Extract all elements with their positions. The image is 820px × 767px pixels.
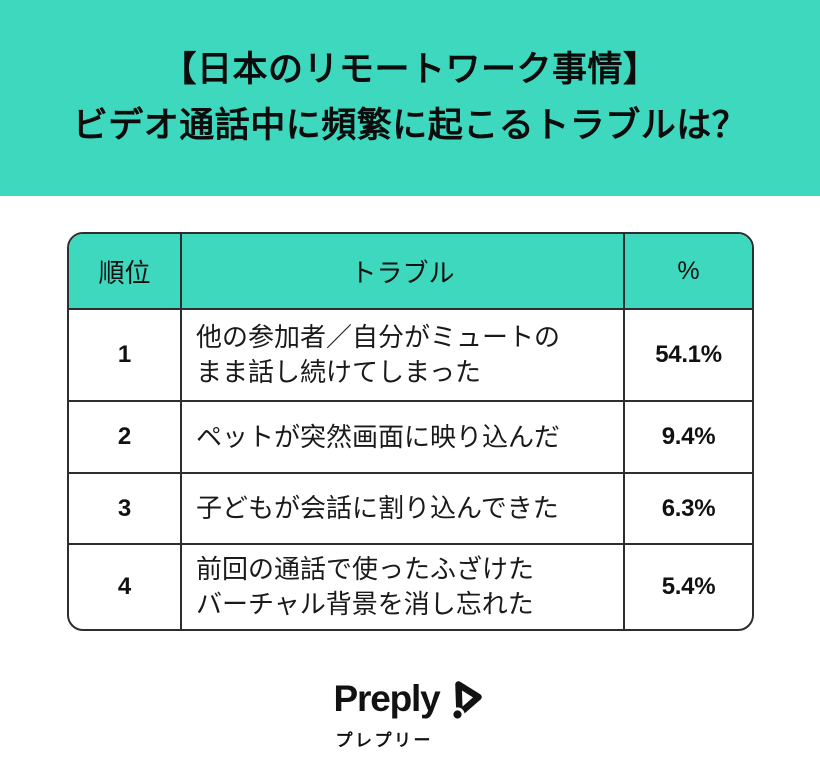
percent-cell: 5.4% — [661, 573, 716, 600]
header-rank: 順位 — [69, 234, 182, 310]
rank-cell: 2 — [69, 402, 182, 474]
header-percent: % — [625, 234, 752, 310]
title-line-2: ビデオ通話中に頻繁に起こるトラブルは？ — [72, 106, 748, 145]
trouble-cell: 子どもが会話に割り込んできた — [182, 474, 625, 545]
trouble-cell: 他の参加者／自分がミュートの まま話し続けてしまった — [182, 310, 625, 402]
rank-cell: 4 — [69, 545, 182, 629]
percent-cell: 9.4% — [625, 402, 752, 474]
title-line-1: 【日本のリモートワーク事情】 — [161, 50, 659, 89]
title-banner: 【日本のリモートワーク事情】 ビデオ通話中に頻繁に起こるトラブルは？ — [0, 0, 820, 196]
preply-play-bubble-icon — [446, 677, 486, 723]
rank-cell: 3 — [69, 474, 182, 545]
preply-wordmark: Preply — [333, 678, 441, 719]
trouble-line: ペットが突然画面に映り込んだ — [196, 421, 561, 452]
trouble-cell: ペットが突然画面に映り込んだ — [182, 402, 625, 474]
trouble-line: まま話し続けてしまった — [196, 357, 481, 387]
footer: Preply プレプリー — [0, 675, 820, 751]
preply-katakana-label: プレプリー — [335, 731, 434, 750]
trouble-line: バーチャル背景を消し忘れた — [196, 589, 534, 619]
trouble-line: 他の参加者／自分がミュートの — [196, 322, 561, 352]
header-trouble: トラブル — [182, 234, 625, 310]
trouble-line: 子どもが会話に割り込んできた — [196, 493, 559, 523]
troubles-table: 順位 トラブル % 1 他の参加者／自分がミュートの まま話し続けてしまった 5… — [67, 232, 754, 631]
trouble-cell: 前回の通話で使ったふざけた バーチャル背景を消し忘れた — [182, 545, 625, 629]
rank-cell: 1 — [69, 310, 182, 402]
trouble-line: 前回の通話で使ったふざけた — [196, 554, 535, 584]
percent-cell: 54.1% — [625, 310, 752, 402]
preply-logo: Preply プレプリー — [334, 675, 487, 751]
percent-cell: 6.3% — [625, 474, 752, 545]
